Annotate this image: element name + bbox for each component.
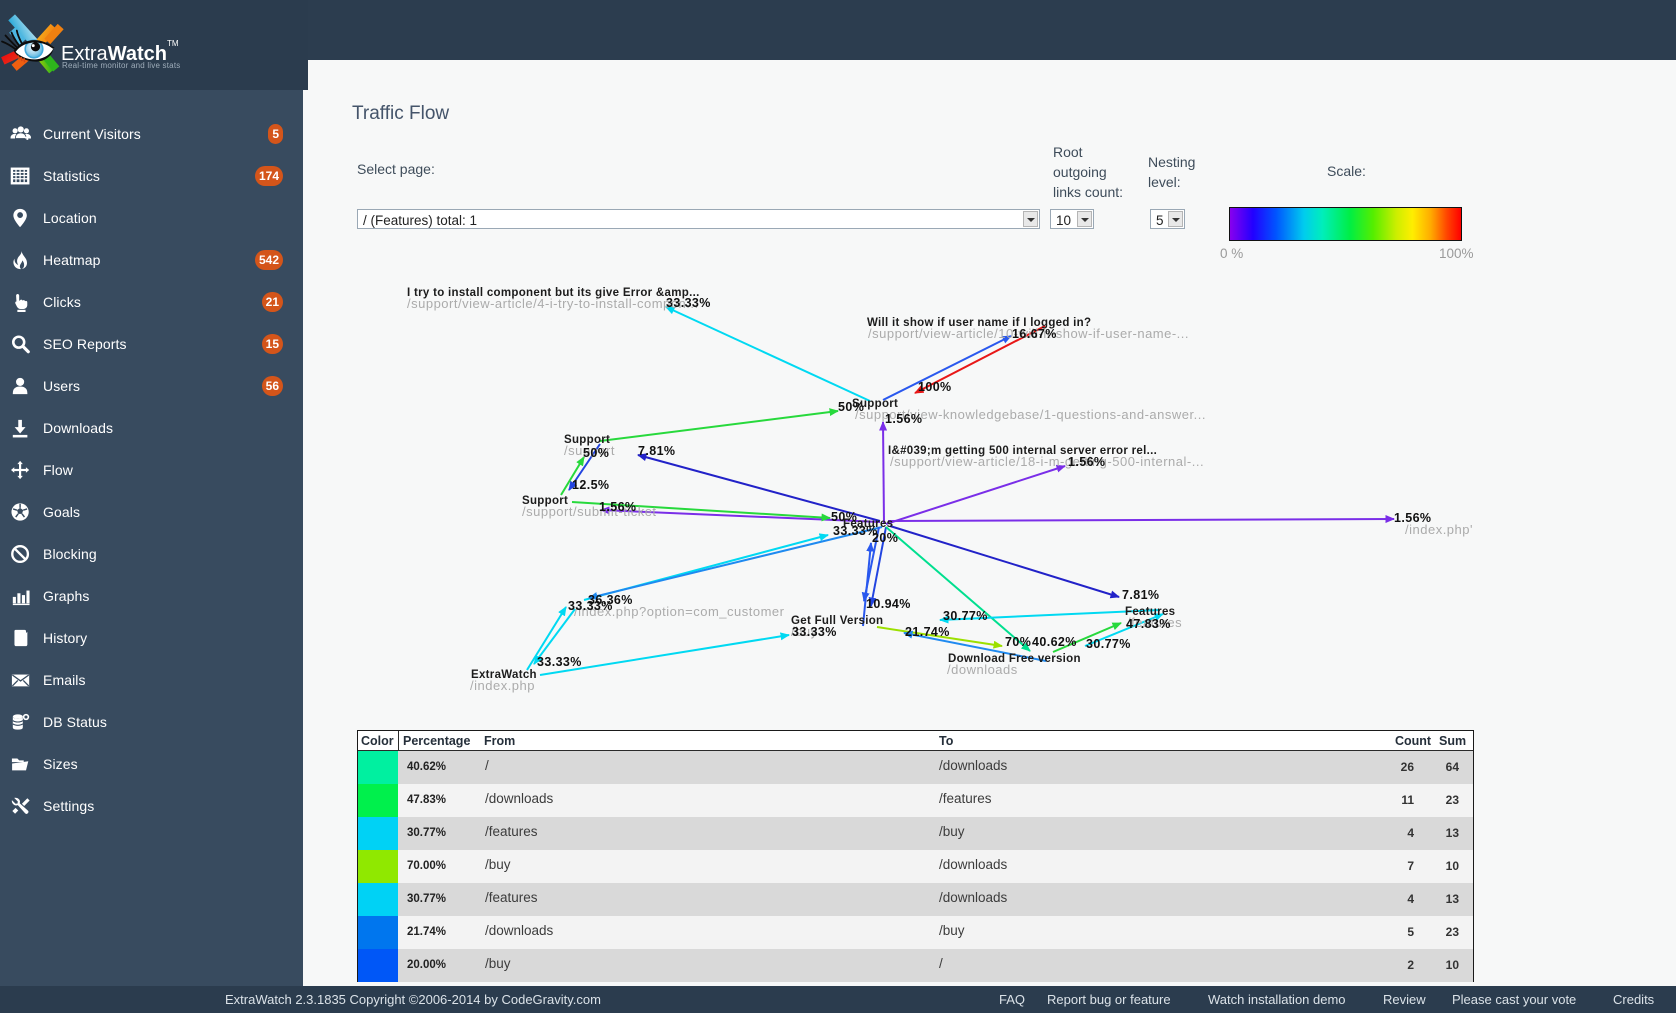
svg-text:33.33%: 33.33% — [568, 599, 613, 613]
svg-text:1.56%: 1.56% — [599, 500, 636, 514]
svg-text:33.33%: 33.33% — [666, 296, 711, 310]
svg-text:Download Free version: Download Free version — [948, 653, 1081, 665]
svg-text:1.56%: 1.56% — [885, 412, 922, 426]
svg-text:7.81%: 7.81% — [638, 444, 675, 458]
svg-text:Support: Support — [852, 398, 898, 410]
svg-text:36.36%: 36.36% — [588, 593, 633, 607]
svg-text:12.5%: 12.5% — [572, 478, 609, 492]
svg-text:Support: Support — [522, 495, 568, 507]
svg-text:Support: Support — [564, 434, 610, 446]
svg-text:30.77%: 30.77% — [943, 609, 988, 623]
svg-text:/support: /support — [564, 443, 615, 458]
svg-text:Features: Features — [843, 518, 893, 530]
svg-text:/buy: /buy — [791, 624, 818, 639]
svg-text:50%: 50% — [583, 446, 609, 460]
svg-text:Will it show if user name if I: Will it show if user name if I logged in… — [867, 317, 1091, 329]
svg-text:/support/view-article/10-will-: /support/view-article/10-will-it-show-if… — [868, 326, 1189, 341]
svg-text:50%: 50% — [831, 510, 857, 524]
svg-text:ExtraWatch: ExtraWatch — [471, 669, 537, 681]
svg-text:Get Full Version: Get Full Version — [791, 615, 883, 627]
svg-text:Features: Features — [1125, 606, 1175, 618]
svg-text:/support/submit-ticket: /support/submit-ticket — [522, 504, 657, 519]
svg-text:30.77%: 30.77% — [1086, 637, 1131, 651]
svg-text:1.56%: 1.56% — [1068, 455, 1105, 469]
svg-text:/index.php?option=com_customer: /index.php?option=com_customer — [574, 604, 785, 619]
svg-text:20%: 20% — [872, 531, 898, 545]
svg-text:16.67%: 16.67% — [1012, 327, 1057, 341]
svg-text:I&#039;m getting 500 internal: I&#039;m getting 500 internal server err… — [888, 445, 1157, 457]
svg-text:/support/view-knowledgebase/1-: /support/view-knowledgebase/1-questions-… — [855, 407, 1206, 422]
svg-text:I try to install component but: I try to install component but its give … — [407, 287, 700, 299]
svg-text:33.33%: 33.33% — [537, 655, 582, 669]
svg-text:7.81%: 7.81% — [1122, 588, 1159, 602]
svg-text:/index.php': /index.php' — [1405, 522, 1473, 537]
svg-text:/support/view-article/18-i-m-g: /support/view-article/18-i-m-getting-500… — [890, 454, 1204, 469]
svg-text:70%: 70% — [1005, 635, 1031, 649]
svg-text:33.33%: 33.33% — [792, 625, 837, 639]
svg-text:47.83%: 47.83% — [1126, 617, 1171, 631]
svg-text:/index.php: /index.php — [470, 678, 535, 693]
svg-text:/support/view-article/4-i-try-: /support/view-article/4-i-try-to-install… — [407, 296, 699, 311]
svg-text:/downloads: /downloads — [947, 662, 1018, 677]
svg-text:/features: /features — [1127, 615, 1182, 630]
svg-text:100%: 100% — [918, 380, 952, 394]
svg-text:33.33%: 33.33% — [833, 524, 878, 538]
svg-text:21.74%: 21.74% — [905, 625, 950, 639]
svg-text:1.56%: 1.56% — [1394, 511, 1431, 525]
svg-text:10.94%: 10.94% — [866, 597, 911, 611]
svg-text:50%: 50% — [838, 400, 864, 414]
svg-text:40.62%: 40.62% — [1032, 635, 1077, 649]
